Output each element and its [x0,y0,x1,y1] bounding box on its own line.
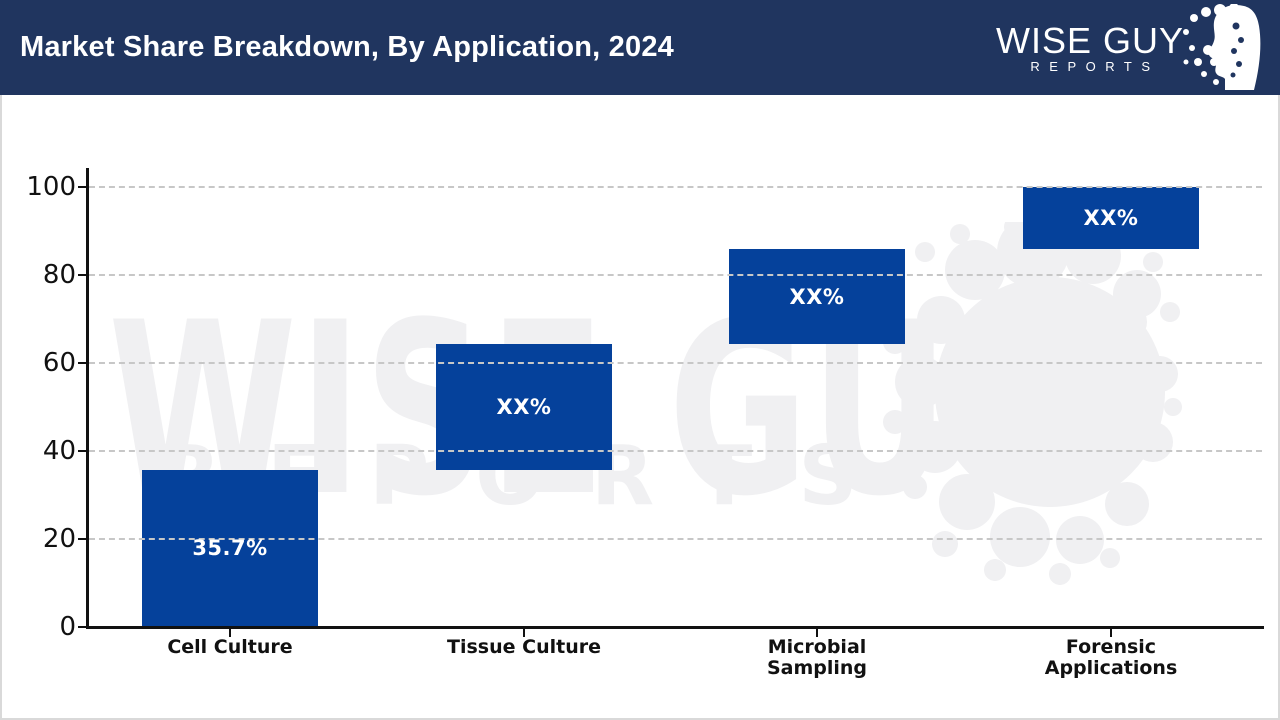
y-axis-tick [78,273,87,276]
bar-microbial-sampling [729,249,905,344]
header-bar: Market Share Breakdown, By Application, … [0,0,1280,95]
x-axis-category-label: Cell Culture [167,636,293,658]
bar-value-label-box: XX% [729,249,905,343]
y-axis-tick-label: 20 [42,523,76,554]
logo-text: WISE GUY REPORTS [996,22,1184,74]
x-axis-tick [229,629,231,637]
logo-head-icon [1183,4,1261,91]
x-axis-category-label: Microbial Sampling [766,636,868,679]
bar-value-label: XX% [789,284,845,309]
bar-tissue-culture [436,343,612,470]
y-axis-tick-label: 60 [42,347,76,378]
y-axis-tick [78,185,87,188]
logo-subtitle: REPORTS [1030,58,1160,74]
y-axis-tick [78,449,87,452]
y-axis-tick-label: 0 [59,612,76,642]
bar-cell-culture [142,469,318,627]
bar-value-label-box: XX% [436,344,612,470]
bar-value-label: XX% [496,394,552,419]
gridline-80 [89,273,1262,276]
x-axis-category-label: Forensic Applications [1044,636,1178,679]
y-axis-tick [78,537,87,540]
x-axis-tick [523,629,525,637]
x-axis-tick [816,629,818,637]
bar-value-label-box: XX% [1023,187,1199,250]
chart-title: Market Share Breakdown, By Application, … [20,31,674,63]
y-axis-line [86,168,89,629]
x-axis-line [86,626,1264,629]
x-axis-tick [1110,629,1112,637]
logo-wordmark: WISE GUY [995,19,1184,61]
y-axis-tick-label: 100 [26,171,76,202]
bar-value-label: XX% [1083,205,1139,230]
wise-guy-reports-logo: WISE GUY REPORTS [996,4,1270,92]
bar-value-label: 35.7% [192,536,268,561]
y-axis-tick-label: 40 [42,435,76,466]
gridline-100 [89,185,1262,188]
x-axis-category-label: Tissue Culture [447,636,601,658]
y-axis-tick [78,361,87,364]
bar-value-label-box: 35.7% [142,470,318,627]
gridline-40 [89,449,1262,452]
gridline-60 [89,361,1262,364]
y-axis-tick [78,626,87,628]
gridline-20 [89,537,1262,540]
y-axis-tick-label: 80 [42,259,76,290]
